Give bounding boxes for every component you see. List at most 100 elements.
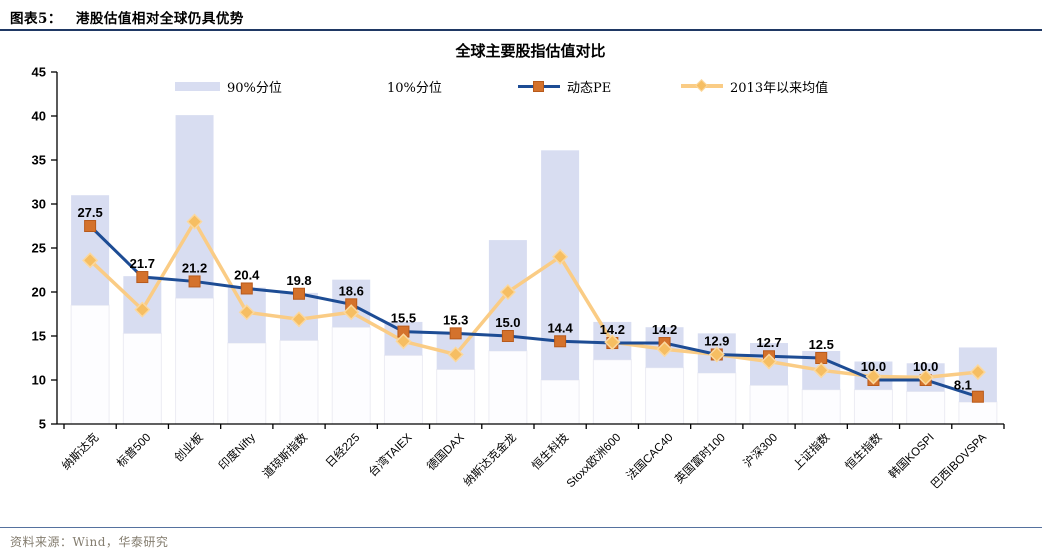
- mean-line: [88, 219, 979, 380]
- bar-10th-percentile: [70, 304, 110, 425]
- bar-10th-percentile: [383, 354, 423, 425]
- bar-10th-percentile: [853, 389, 893, 425]
- y-axis-tick-label: 35: [32, 153, 46, 168]
- bar-10th-percentile: [697, 372, 737, 425]
- category-label: 上证指数: [790, 430, 833, 473]
- bar-10th-percentile: [645, 367, 685, 425]
- bar-10th-percentile: [175, 297, 215, 425]
- bar-10th-percentile: [749, 384, 789, 425]
- category-label: 英国富时100: [672, 430, 728, 486]
- legend-item-10th-percentile: 10%分位: [335, 78, 442, 96]
- bar-10th-percentile: [540, 379, 580, 425]
- category-label: 标普500: [114, 430, 154, 470]
- mean-diamond-marker: [552, 248, 569, 265]
- pe-value-label: 18.6: [339, 283, 364, 298]
- y-axis-tick-label: 25: [32, 241, 46, 256]
- pe-value-label: 15.0: [495, 315, 520, 330]
- category-label: 德国DAX: [424, 430, 467, 473]
- mean-diamond-marker: [813, 362, 830, 379]
- bar-10th-percentile: [592, 359, 632, 425]
- y-axis-tick-label: 45: [32, 65, 46, 80]
- figure-label: 图表5：: [10, 11, 62, 27]
- y-axis-tick-label: 15: [32, 329, 46, 344]
- mean-diamond-marker: [499, 283, 516, 301]
- category-label: 印度Nifty: [215, 430, 258, 473]
- pe-value-label: 10.0: [913, 359, 938, 374]
- category-label: 台湾TAIEX: [365, 430, 414, 479]
- mean-diamond-marker: [656, 341, 673, 358]
- mean-diamond-marker: [917, 369, 934, 386]
- footer-divider: [0, 527, 1042, 528]
- category-label: 巴西IBOVSPA: [929, 431, 989, 491]
- pe-line: [89, 224, 979, 399]
- pe-value-label: 14.4: [547, 320, 573, 335]
- category-label: 纳斯达克金龙: [460, 430, 519, 489]
- mean-diamond-marker: [343, 304, 360, 321]
- mean-diamond-marker: [395, 333, 412, 350]
- y-axis-tick-label: 10: [32, 373, 46, 388]
- pe-value-label: 15.3: [443, 312, 468, 327]
- bar-10-90-range: [175, 115, 214, 299]
- pe-value-label: 14.2: [652, 322, 677, 337]
- pe-square-marker: [971, 390, 984, 403]
- category-label: 法国CAC40: [623, 430, 675, 482]
- bar-10th-percentile: [279, 339, 319, 425]
- bar-10th-percentile: [436, 368, 476, 425]
- category-label: 恒生指数: [842, 430, 885, 473]
- pe-square-marker: [188, 275, 201, 288]
- pe-value-label: 8.1: [954, 378, 972, 393]
- pe-square-marker: [449, 327, 462, 340]
- bar-10th-percentile: [331, 326, 371, 425]
- pe-value-label: 15.5: [391, 311, 416, 326]
- bar-10th-percentile: [488, 350, 528, 425]
- pe-value-label: 20.4: [234, 267, 260, 282]
- legend-line-mean-since-2013: [681, 78, 723, 92]
- legend-swatch-10th-percentile: [335, 81, 380, 91]
- legend-label-mean-since-2013: 2013年以来均值: [730, 80, 829, 96]
- category-label: Stoxx欧洲600: [564, 431, 623, 490]
- pe-value-label: 10.0: [861, 359, 886, 374]
- y-axis-tick-label: 30: [32, 197, 46, 212]
- bar-10th-percentile: [958, 401, 998, 425]
- legend-label-10th-percentile: 10%分位: [387, 80, 442, 96]
- category-label: 日经225: [323, 431, 362, 470]
- bar-10th-percentile: [227, 342, 267, 425]
- mean-diamond-marker: [238, 304, 255, 321]
- legend-item-dynamic-pe: 动态PE: [518, 78, 612, 96]
- chart-title: 全球主要股指估值对比: [455, 42, 606, 60]
- y-axis-tick-label: 40: [32, 109, 46, 124]
- bar-10-90-range: [71, 195, 110, 306]
- category-label: 恒生科技: [529, 430, 572, 473]
- legend-item-90th-percentile: 90%分位: [175, 78, 282, 96]
- mean-diamond-marker: [134, 301, 151, 318]
- figure-header: 图表5： 港股估值相对全球仍具优势: [10, 7, 244, 27]
- pe-value-label: 21.2: [182, 260, 207, 275]
- legend-item-mean-since-2013: 2013年以来均值: [681, 78, 829, 96]
- legend-swatch-90th-percentile: [175, 81, 220, 91]
- legend-label-dynamic-pe: 动态PE: [567, 80, 612, 96]
- mean-diamond-marker: [969, 364, 986, 381]
- pe-square-marker: [501, 330, 514, 342]
- pe-square-marker: [554, 335, 567, 348]
- source-note: 资料来源：Wind，华泰研究: [10, 535, 169, 549]
- legend-label-90th-percentile: 90%分位: [227, 80, 282, 96]
- y-axis-tick-label: 5: [39, 417, 46, 432]
- mean-diamond-marker: [708, 346, 725, 363]
- category-label: 道琼斯指数: [260, 430, 311, 481]
- y-axis-tick-label: 20: [32, 285, 46, 300]
- pe-value-label: 12.9: [704, 333, 729, 348]
- legend-square-marker-icon: [533, 80, 544, 92]
- pe-value-label: 12.5: [809, 337, 834, 352]
- pe-value-label: 14.2: [600, 322, 625, 337]
- pe-value-label: 27.5: [77, 205, 102, 220]
- category-label: 纳斯达克: [59, 430, 102, 473]
- pe-square-marker: [293, 287, 305, 300]
- pe-square-marker: [136, 271, 149, 284]
- category-label: 创业板: [171, 430, 206, 465]
- category-label: 韩国KOSPI: [886, 430, 937, 481]
- figure-title: 港股估值相对全球仍具优势: [75, 11, 244, 27]
- pe-value-label: 21.7: [130, 256, 155, 271]
- bar-10th-percentile: [122, 332, 162, 425]
- category-label: 沪深300: [740, 430, 780, 470]
- mean-diamond-marker: [290, 311, 308, 328]
